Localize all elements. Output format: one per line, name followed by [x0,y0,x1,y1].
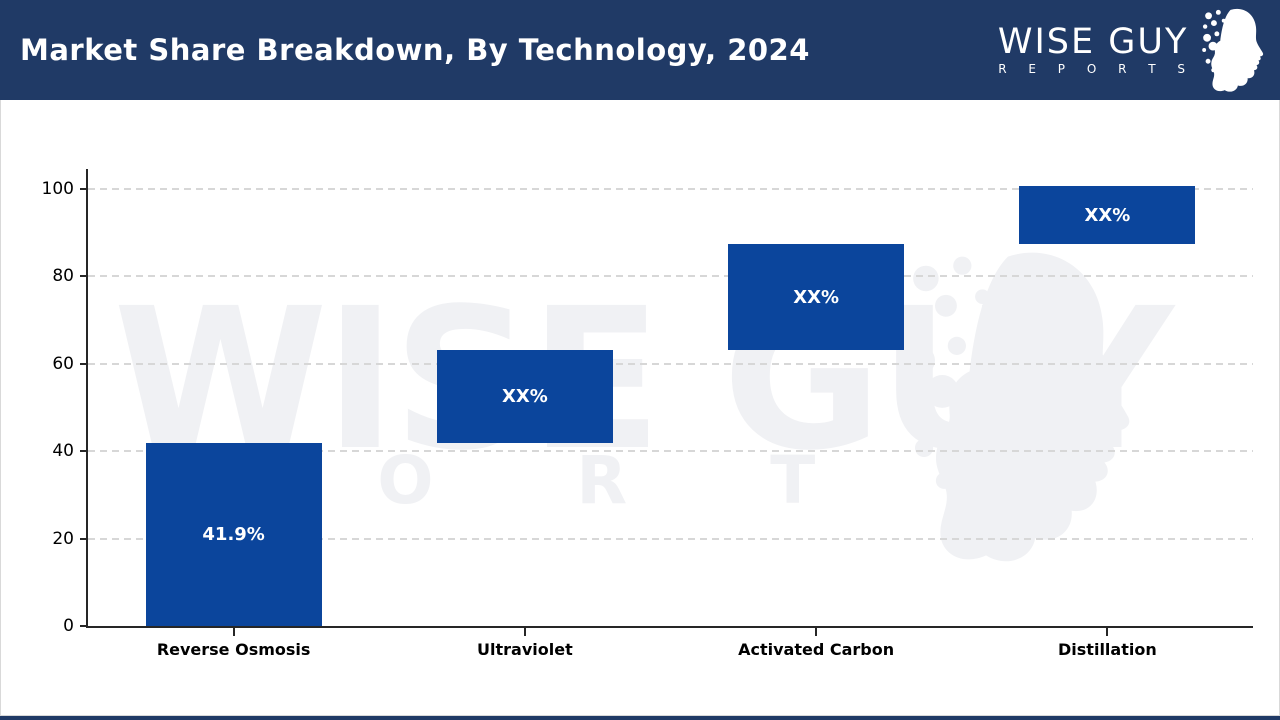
x-axis-label-ultraviolet: Ultraviolet [477,640,573,659]
watermark-text-2: P O R T S [186,442,1066,519]
x-tick-ultraviolet [523,628,526,636]
y-tick-label-80: 80 [52,266,74,286]
bar-value-label-ultraviolet: XX% [501,385,548,407]
x-tick-distillation [1106,628,1109,636]
x-axis-label-distillation: Distillation [1058,640,1157,659]
y-tick-100 [80,187,88,190]
bar-value-label-distillation: XX% [1084,204,1131,226]
x-tick-reverse-osmosis [232,628,235,636]
footer-strip [0,716,1280,720]
brand-logo: WISE GUY R E P O R T S [992,4,1266,96]
y-tick-label-100: 100 [41,178,74,199]
grid-line-100 [88,187,1253,190]
bar-value-label-reverse-osmosis: 41.9% [202,523,265,545]
x-tick-activated-carbon [815,628,818,636]
y-tick-label-20: 20 [52,528,74,549]
bar-ultraviolet: XX% [436,349,613,443]
grid-line-40 [88,450,1253,452]
y-tick-40 [80,450,88,452]
bar-value-label-activated-carbon: XX% [793,286,840,308]
y-tick-label-40: 40 [52,441,74,461]
bar-distillation: XX% [1019,186,1196,245]
x-axis-label-activated-carbon: Activated Carbon [738,640,895,659]
y-tick-80 [80,275,88,277]
y-tick-label-60: 60 [52,353,74,374]
x-axis [86,626,1253,628]
page-title: Market Share Breakdown, By Technology, 2… [20,33,810,67]
brand-name: WISE GUY [997,21,1189,62]
y-tick-60 [80,362,88,365]
y-tick-label-0: 0 [63,616,74,636]
bar-reverse-osmosis: 41.9% [145,442,322,626]
brand-logo-text: WISE GUY R E P O R T S [992,21,1194,77]
bar-activated-carbon: XX% [728,244,905,350]
brand-subtitle: R E P O R T S [998,62,1194,77]
x-axis-label-reverse-osmosis: Reverse Osmosis [156,640,311,659]
grid-line-20 [88,537,1253,540]
header-bar: Market Share Breakdown, By Technology, 2… [0,0,1280,100]
y-tick-20 [80,537,88,540]
y-tick-0 [80,625,88,627]
y-axis [86,169,88,626]
grid-line-60 [88,362,1253,365]
grid-line-80 [88,275,1253,277]
